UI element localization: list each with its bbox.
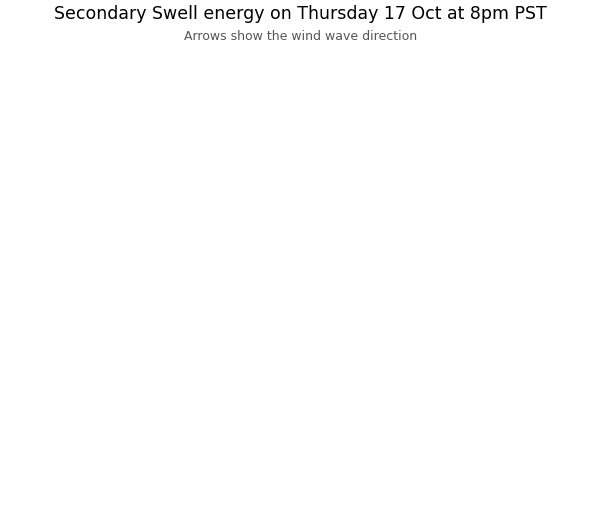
Text: Arrows show the wind wave direction: Arrows show the wind wave direction bbox=[184, 30, 417, 43]
Text: Secondary Swell energy on Thursday 17 Oct at 8pm PST: Secondary Swell energy on Thursday 17 Oc… bbox=[54, 5, 547, 23]
